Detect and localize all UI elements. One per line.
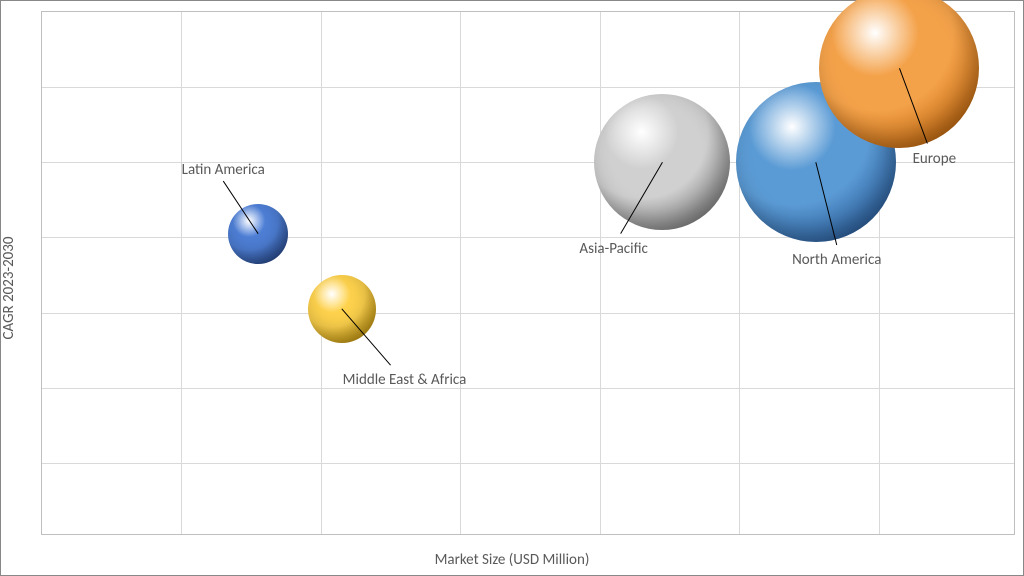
bubble-label: North America <box>792 251 881 269</box>
gridline-vertical <box>321 12 322 534</box>
gridline-vertical <box>739 12 740 534</box>
gridline-vertical <box>600 12 601 534</box>
bubble-label: Middle East & Africa <box>343 371 467 389</box>
gridline-horizontal <box>42 313 1014 314</box>
gridline-horizontal <box>42 463 1014 464</box>
bubble-label: Europe <box>913 150 956 168</box>
bubble-latin-america <box>228 204 288 264</box>
x-axis-label: Market Size (USD Million) <box>435 551 590 569</box>
chart-container: CAGR 2023-2030 Market Size (USD Million)… <box>0 0 1024 576</box>
bubble-middle-east-africa <box>308 275 376 343</box>
bubble-label: Latin America <box>182 161 265 179</box>
plot-area: Latin America Middle East & Africa Asia-Pa… <box>41 11 1015 535</box>
bubble-label: Asia-Pacific <box>579 240 647 258</box>
gridline-vertical <box>181 12 182 534</box>
gridline-horizontal <box>42 388 1014 389</box>
gridline-vertical <box>460 12 461 534</box>
y-axis-label: CAGR 2023-2030 <box>0 237 18 340</box>
bubble-asia-pacific <box>594 94 730 230</box>
gridline-horizontal <box>42 237 1014 238</box>
bubble-europe <box>819 0 979 148</box>
